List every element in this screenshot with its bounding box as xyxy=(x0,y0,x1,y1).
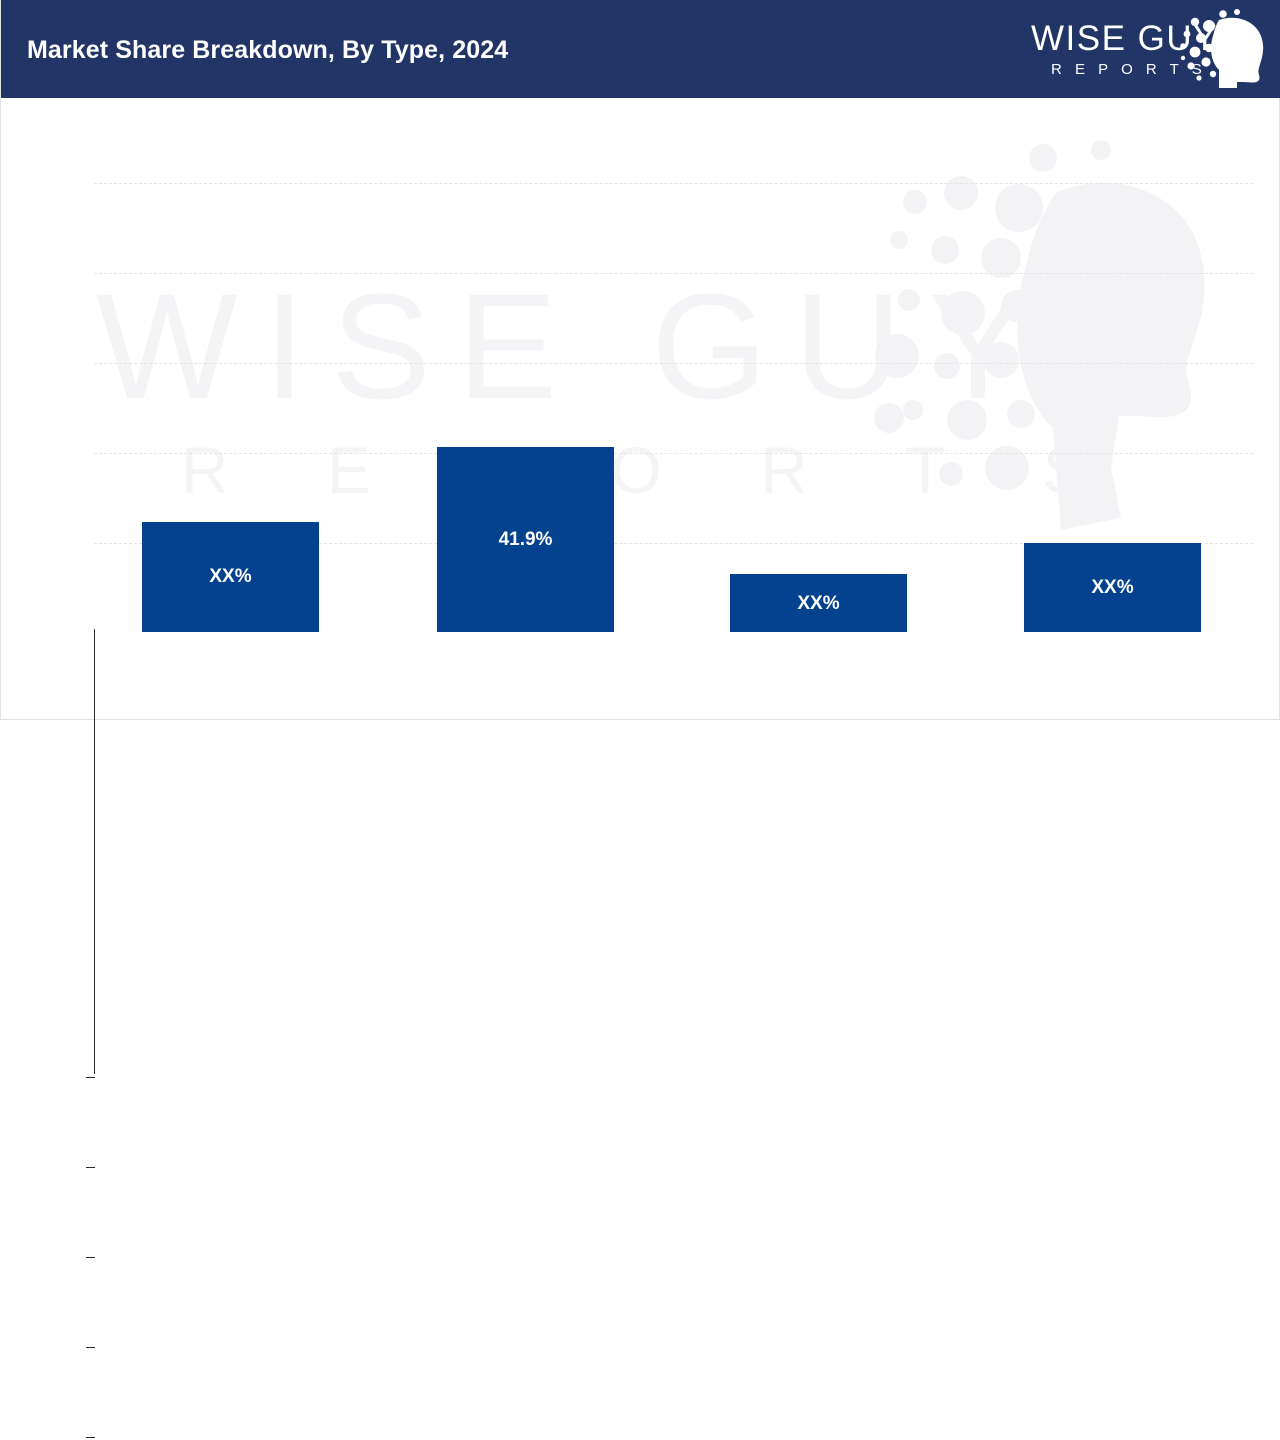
gridline-20 xyxy=(94,543,1253,544)
y-tick-mark-40 xyxy=(86,1347,95,1348)
svg-text:WISE GUY: WISE GUY xyxy=(96,262,1054,430)
y-tick-mark-80 xyxy=(86,1167,95,1168)
chart-canvas: WISE GUY R E P O R T S xyxy=(1,98,1280,1438)
wise-guy-reports-logo: WISE GUY R E P O R T S xyxy=(1023,8,1273,90)
bar-combination-displays[interactable]: XX% xyxy=(1024,543,1201,632)
y-tick-mark-20 xyxy=(86,1437,95,1438)
gridline-100 xyxy=(94,183,1253,184)
header-bar: Market Share Breakdown, By Type, 2024 WI… xyxy=(1,0,1280,98)
bar-label-combination-displays: XX% xyxy=(1091,577,1134,598)
svg-text:R E P O R T S: R E P O R T S xyxy=(181,433,1127,507)
logo-wordmark-secondary: R E P O R T S xyxy=(1051,61,1206,78)
y-tick-mark-100 xyxy=(86,1077,95,1078)
gridline-60 xyxy=(94,363,1253,364)
bar-head-up-displays[interactable]: XX% xyxy=(730,574,907,632)
gridline-80 xyxy=(94,273,1253,274)
bar-label-head-up-displays: XX% xyxy=(797,593,840,614)
bar-label-analog-displays: XX% xyxy=(209,566,252,587)
logo-head-icon xyxy=(1180,9,1264,89)
gridline-40 xyxy=(94,453,1253,454)
bar-analog-displays[interactable]: XX% xyxy=(142,522,319,632)
logo-wordmark-primary: WISE GUY xyxy=(1031,19,1218,58)
y-tick-mark-60 xyxy=(86,1257,95,1258)
bar-label-digital-displays: 41.9% xyxy=(498,529,553,550)
page-title: Market Share Breakdown, By Type, 2024 xyxy=(27,36,509,64)
bar-digital-displays[interactable]: 41.9% xyxy=(437,447,614,632)
y-axis-line xyxy=(94,629,95,1074)
